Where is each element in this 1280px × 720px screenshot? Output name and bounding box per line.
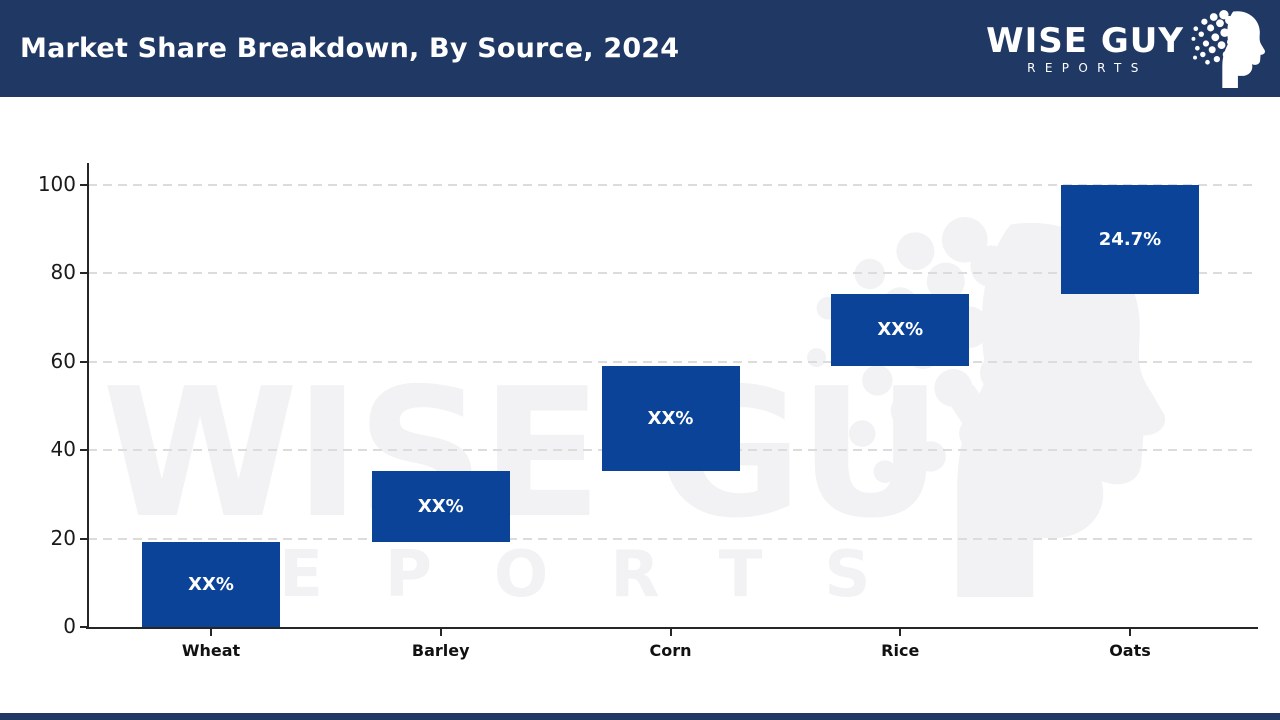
bar-corn: XX% [601,365,740,471]
y-tick-label-20: 20 [50,525,76,550]
bar-rice: XX% [831,294,970,366]
header-bar: Market Share Breakdown, By Source, 2024 … [0,0,1280,97]
x-tick-label-barley: Barley [411,641,470,660]
dotted-face-icon [1191,9,1266,88]
x-tick-label-oats: Oats [1109,641,1151,660]
x-tick-mark-oats [1129,629,1131,636]
bar-value-label-oats: 24.7% [1098,229,1162,251]
y-tick-mark-20 [80,537,87,540]
brand-name: WISE GUY [986,20,1184,61]
y-tick-mark-80 [80,272,87,275]
watermark-subtext: REPORTS [168,538,933,612]
y-tick-label-100: 100 [37,172,76,196]
bar-value-label-corn: XX% [647,407,694,429]
x-tick-label-corn: Corn [649,641,692,660]
page-title: Market Share Breakdown, By Source, 2024 [20,33,680,64]
bar-value-label-barley: XX% [417,495,464,517]
watermark-face-icon [807,217,1166,597]
y-tick-label-80: 80 [50,260,76,285]
brand-logo: WISE GUY REPORTS [986,6,1280,92]
y-tick-label-0: 0 [63,614,76,638]
y-tick-label-40: 40 [50,437,76,462]
plot-area: WISE GUY REPORTS 0 20 40 60 80 100 XX% Wheat X [0,97,1280,713]
gridline-60 [88,360,1256,363]
y-axis-line [87,163,89,629]
x-tick-mark-corn [669,629,672,636]
y-tick-mark-40 [80,449,87,452]
face-dot-cluster [1191,9,1266,88]
x-tick-mark-rice [899,629,902,636]
x-tick-mark-barley [439,629,442,636]
y-tick-label-60: 60 [50,348,76,373]
x-tick-label-wheat: Wheat [181,641,241,660]
brand-logo-text: WISE GUY REPORTS [986,24,1184,74]
brand-subname: REPORTS [1027,60,1148,75]
x-tick-mark-wheat [210,629,212,636]
gridline-20 [88,537,1256,540]
bar-barley: XX% [371,470,510,542]
y-tick-mark-100 [80,184,87,186]
x-tick-label-rice: Rice [881,641,920,660]
gridline-80 [88,272,1256,275]
bar-value-label-wheat: XX% [188,573,234,595]
bar-value-label-rice: XX% [877,319,924,341]
bar-wheat: XX% [142,541,280,627]
bar-oats: 24.7% [1061,185,1199,295]
y-tick-mark-60 [80,360,87,363]
x-axis-line [86,627,1258,629]
y-tick-mark-0 [80,626,87,628]
footer-bar [0,713,1280,720]
gridline-100 [88,184,1256,186]
